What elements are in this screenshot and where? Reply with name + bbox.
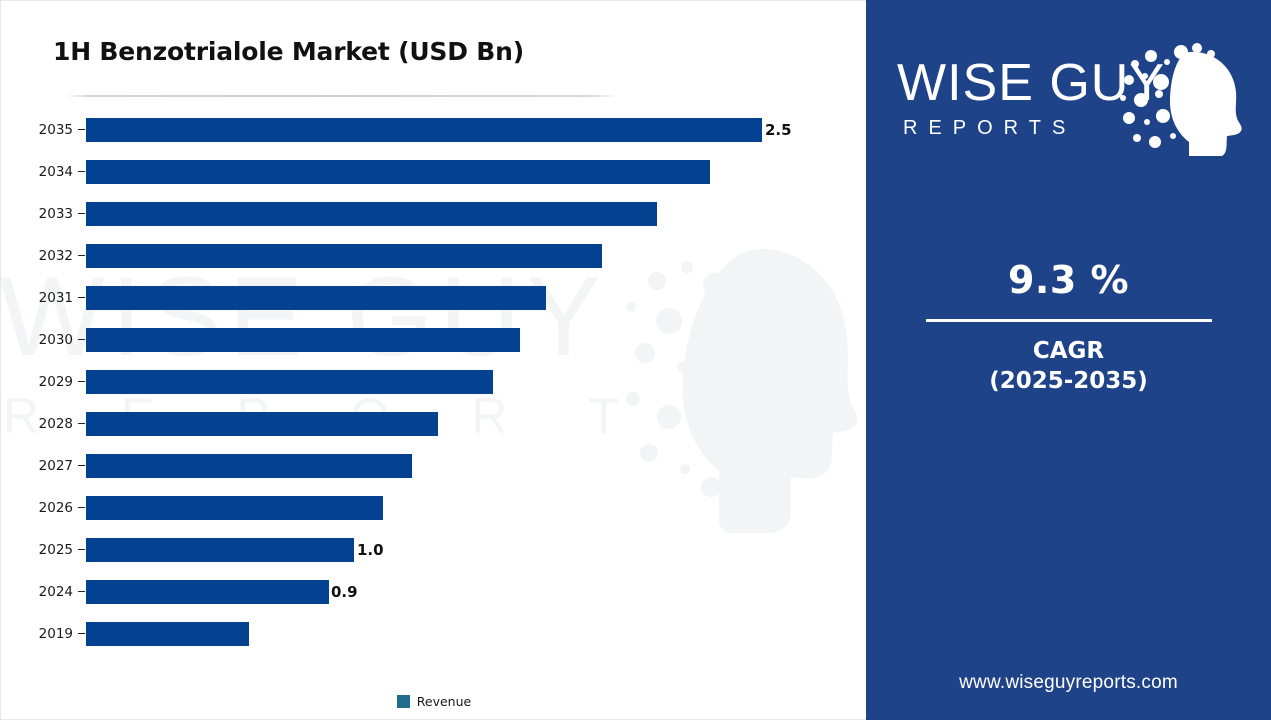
chart-row-2019: 2019 — [1, 622, 866, 646]
bar-2025[interactable] — [86, 538, 354, 562]
y-axis-tick-2024 — [78, 591, 85, 593]
y-axis-label-2029: 2029 — [38, 374, 73, 390]
legend-swatch-revenue — [396, 695, 410, 708]
y-axis-tick-2029 — [78, 381, 85, 383]
y-axis-label-2028: 2028 — [38, 416, 73, 432]
title-divider — [66, 95, 616, 97]
y-axis-tick-2030 — [78, 339, 85, 341]
bar-2033[interactable] — [86, 202, 657, 226]
bar-2019[interactable] — [86, 622, 249, 646]
y-axis-tick-2019 — [78, 633, 85, 635]
chart-legend: Revenue — [1, 694, 866, 709]
chart-row-2034: 2034 — [1, 160, 866, 184]
brand-panel: WISE GUY REPORTS 9.3 % CAGR — [866, 0, 1271, 720]
y-axis-tick-2032 — [78, 255, 85, 257]
chart-row-2030: 2030 — [1, 328, 866, 352]
chart-row-2026: 2026 — [1, 496, 866, 520]
y-axis-label-2033: 2033 — [38, 206, 73, 222]
y-axis-label-2024: 2024 — [38, 584, 73, 600]
y-axis-tick-2027 — [78, 465, 85, 467]
chart-row-2031: 2031 — [1, 286, 866, 310]
cagr-value: 9.3 % — [1007, 258, 1130, 302]
y-axis-label-2034: 2034 — [38, 164, 73, 180]
plot-area: 2035 2.5 2034 2033 2032 — [1, 1, 866, 719]
bar-2029[interactable] — [86, 370, 493, 394]
svg-text:WISE GUY: WISE GUY — [897, 54, 1165, 112]
cagr-period: (2025-2035) — [989, 368, 1148, 395]
y-axis-label-2032: 2032 — [38, 248, 73, 264]
bar-2035[interactable] — [86, 118, 762, 142]
chart-panel: WISE GUY R E P O R T S 1H Benzotrialole … — [0, 0, 866, 720]
y-axis-label-2019: 2019 — [38, 626, 73, 642]
bar-value-2025: 1.0 — [357, 541, 384, 559]
bar-2027[interactable] — [86, 454, 412, 478]
bar-2031[interactable] — [86, 286, 546, 310]
bar-2030[interactable] — [86, 328, 520, 352]
bar-2034[interactable] — [86, 160, 710, 184]
wiseguy-reports-logo-icon: WISE GUY REPORTS — [897, 43, 1242, 156]
chart-row-2035: 2035 2.5 — [1, 118, 866, 142]
legend-label-revenue: Revenue — [416, 694, 472, 709]
y-axis-tick-2035 — [78, 129, 85, 131]
y-axis-tick-2034 — [78, 171, 85, 173]
y-axis-tick-2033 — [78, 213, 85, 215]
y-axis-tick-2031 — [78, 297, 85, 299]
bar-2032[interactable] — [86, 244, 602, 268]
y-axis-label-2035: 2035 — [38, 122, 73, 138]
svg-text:REPORTS: REPORTS — [903, 117, 1076, 139]
y-axis-label-2025: 2025 — [38, 542, 73, 558]
bar-2028[interactable] — [86, 412, 438, 436]
cagr-block: 9.3 % CAGR (2025-2035) — [866, 258, 1271, 397]
website-url[interactable]: www.wiseguyreports.com — [959, 672, 1178, 693]
y-axis-label-2030: 2030 — [38, 332, 73, 348]
chart-row-2033: 2033 — [1, 202, 866, 226]
bar-2024[interactable] — [86, 580, 329, 604]
cagr-divider — [925, 318, 1212, 322]
y-axis-tick-2028 — [78, 423, 85, 425]
y-axis-label-2031: 2031 — [38, 290, 73, 306]
chart-row-2028: 2028 — [1, 412, 866, 436]
chart-row-2025: 2025 1.0 — [1, 538, 866, 562]
y-axis-label-2026: 2026 — [38, 500, 73, 516]
bar-value-2035: 2.5 — [765, 121, 792, 139]
chart-row-2024: 2024 0.9 — [1, 580, 866, 604]
y-axis-tick-2026 — [78, 507, 85, 509]
y-axis-tick-2025 — [78, 549, 85, 551]
chart-row-2029: 2029 — [1, 370, 866, 394]
brand-logo: WISE GUY REPORTS — [866, 38, 1271, 156]
chart-row-2032: 2032 — [1, 244, 866, 268]
chart-row-2027: 2027 — [1, 454, 866, 478]
bar-2026[interactable] — [86, 496, 383, 520]
chart-title: 1H Benzotrialole Market (USD Bn) — [53, 37, 524, 66]
bar-value-2024: 0.9 — [331, 583, 358, 601]
y-axis-label-2027: 2027 — [38, 458, 73, 474]
cagr-label: CAGR — [1032, 337, 1105, 364]
